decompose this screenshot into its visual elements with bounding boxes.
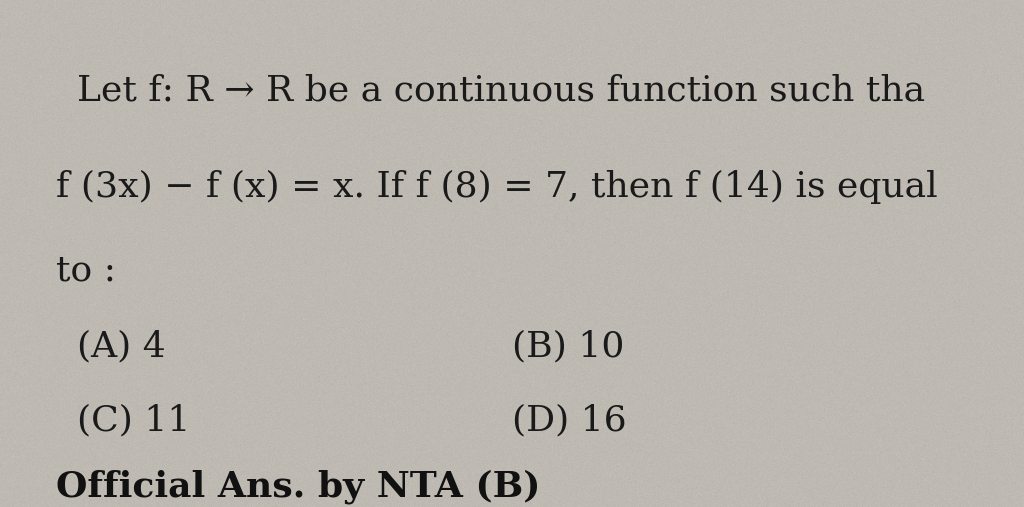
- Text: Official Ans. by NTA (B): Official Ans. by NTA (B): [56, 469, 541, 503]
- Text: f (3x) − f (x) = x. If f (8) = 7, then f (14) is equal: f (3x) − f (x) = x. If f (8) = 7, then f…: [56, 170, 938, 204]
- Text: (C) 11: (C) 11: [77, 403, 190, 437]
- Text: (A) 4: (A) 4: [77, 330, 166, 364]
- Text: (B) 10: (B) 10: [512, 330, 625, 364]
- Text: to :: to :: [56, 254, 117, 287]
- Text: (D) 16: (D) 16: [512, 403, 627, 437]
- Text: Let f: R → R be a continuous function such tha: Let f: R → R be a continuous function su…: [77, 74, 925, 107]
